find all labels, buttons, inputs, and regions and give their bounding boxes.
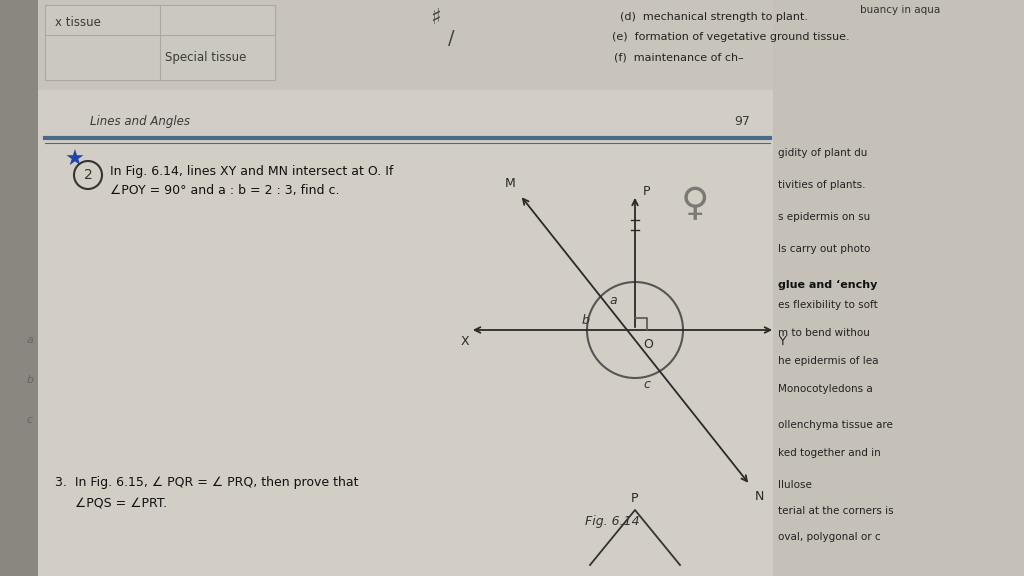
Text: In Fig. 6.14, lines XY and MN intersect at O. If: In Fig. 6.14, lines XY and MN intersect … (110, 165, 393, 178)
Text: ♯: ♯ (430, 8, 440, 28)
Text: buancy in aqua: buancy in aqua (860, 5, 940, 15)
Text: O: O (643, 338, 653, 351)
Text: a: a (27, 335, 34, 345)
Text: ked together and in: ked together and in (778, 448, 881, 458)
Text: (e)  formation of vegetative ground tissue.: (e) formation of vegetative ground tissu… (612, 32, 850, 42)
Bar (38, 90, 773, 576)
Text: he epidermis of lea: he epidermis of lea (778, 356, 879, 366)
Text: b: b (27, 375, 34, 385)
Text: terial at the corners is: terial at the corners is (778, 506, 894, 516)
Bar (38, 0, 598, 576)
Text: x tissue: x tissue (55, 16, 101, 28)
Text: llulose: llulose (778, 480, 812, 490)
Text: Fig. 6.14: Fig. 6.14 (585, 515, 640, 528)
Text: Monocotyledons a: Monocotyledons a (778, 384, 872, 394)
Text: glue and ‘enchy: glue and ‘enchy (778, 280, 878, 290)
Text: 97: 97 (734, 115, 750, 128)
Text: es flexibility to soft: es flexibility to soft (778, 300, 878, 310)
Text: Special tissue: Special tissue (165, 51, 247, 63)
Text: ♀: ♀ (681, 185, 710, 223)
Text: ★: ★ (65, 150, 85, 170)
Text: c: c (643, 378, 650, 392)
Text: m to bend withou: m to bend withou (778, 328, 869, 338)
Text: P: P (643, 185, 650, 198)
Text: (f)  maintenance of ch–: (f) maintenance of ch– (614, 52, 743, 62)
Text: tivities of plants.: tivities of plants. (778, 180, 865, 190)
Text: /: / (449, 28, 455, 47)
Text: 3.  In Fig. 6.15, ∠ PQR = ∠ PRQ, then prove that: 3. In Fig. 6.15, ∠ PQR = ∠ PRQ, then pro… (55, 476, 358, 489)
Text: b: b (581, 313, 589, 327)
Text: 2: 2 (84, 168, 92, 182)
Text: ∠POY = 90° and a : b = 2 : 3, find c.: ∠POY = 90° and a : b = 2 : 3, find c. (110, 184, 340, 197)
Text: Lines and Angles: Lines and Angles (90, 115, 190, 128)
Text: s epidermis on su: s epidermis on su (778, 212, 870, 222)
Bar (38, 0, 773, 90)
Text: X: X (461, 335, 469, 348)
Text: ollenchyma tissue are: ollenchyma tissue are (778, 420, 893, 430)
Text: P: P (631, 492, 639, 505)
Text: ls carry out photo: ls carry out photo (778, 244, 870, 254)
Bar (0, 0, 38, 576)
Text: ∠PQS = ∠PRT.: ∠PQS = ∠PRT. (55, 496, 167, 509)
Text: Y: Y (779, 335, 786, 348)
Text: c: c (27, 415, 33, 425)
Text: M: M (504, 177, 515, 190)
Text: oval, polygonal or c: oval, polygonal or c (778, 532, 881, 542)
Bar (773, 0, 1024, 576)
Text: gidity of plant du: gidity of plant du (778, 148, 867, 158)
Text: N: N (755, 490, 764, 503)
Text: a: a (609, 294, 616, 306)
Text: (d)  mechanical strength to plant.: (d) mechanical strength to plant. (620, 12, 808, 22)
Bar (45, 5, 275, 80)
